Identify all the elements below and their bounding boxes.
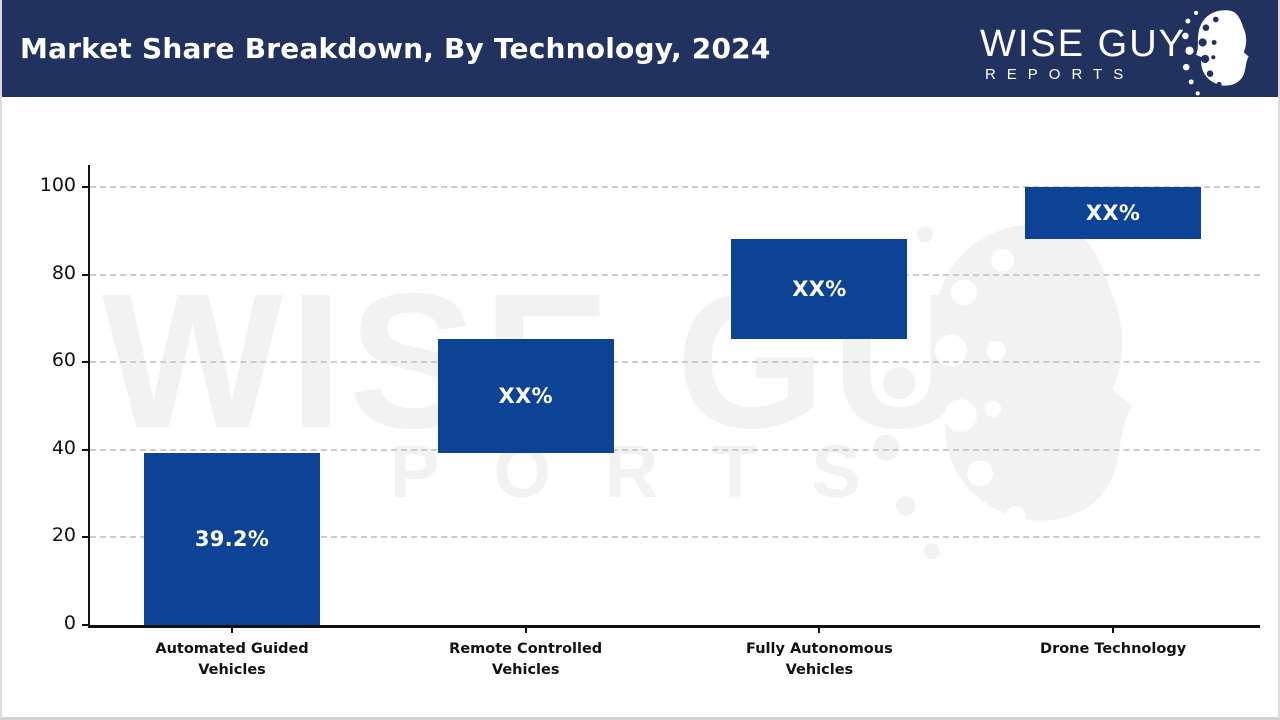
ytick-label: 40 [51, 436, 76, 459]
gridline [90, 536, 1260, 539]
y-tick-mark [82, 624, 90, 626]
gridline [90, 186, 1260, 188]
x-tick-mark [231, 625, 233, 633]
xtick-label: Fully Autonomous Vehicles [746, 641, 893, 679]
chart-title: Market Share Breakdown, By Technology, 2… [20, 32, 771, 65]
y-tick-mark [82, 273, 90, 276]
bar-value-label: XX% [792, 277, 847, 302]
bar-value-label: 39.2% [194, 527, 270, 552]
y-tick-mark [82, 361, 90, 364]
logo-wordmark: WISE GUY REPORTS [979, 23, 1186, 83]
header: Market Share Breakdown, By Technology, 2… [2, 0, 1278, 97]
ytick-label: 100 [39, 174, 76, 196]
gridline [90, 448, 1260, 451]
x-axis [88, 625, 1260, 628]
bar: XX% [437, 338, 614, 454]
y-tick-mark [82, 448, 90, 451]
gridline [90, 361, 1260, 364]
ytick-label: 80 [51, 261, 76, 284]
wiseguy-head-icon [1182, 10, 1249, 96]
y-tick-mark [82, 536, 90, 539]
chart-area: WISE GUY PORTS 0 20 40 60 80 100 39.2% Automate… [2, 97, 1278, 717]
y-axis [88, 165, 90, 625]
watermark-head-icon [870, 223, 1132, 560]
bar: XX% [731, 239, 908, 339]
y-tick-mark [82, 186, 90, 188]
bar: XX% [1025, 187, 1202, 240]
xtick-label: Drone Technology [1040, 641, 1187, 657]
xtick-label: Automated Guided Vehicles [155, 641, 309, 679]
ytick-label: 0 [63, 612, 76, 634]
gridline [90, 273, 1260, 276]
bar: 39.2% [144, 453, 320, 625]
x-tick-mark [818, 625, 821, 633]
logo-line2: REPORTS [984, 65, 1135, 83]
bar-value-label: XX% [1085, 201, 1141, 226]
x-tick-mark [1112, 625, 1115, 633]
ytick-label: 60 [51, 349, 76, 372]
bar-value-label: XX% [498, 384, 553, 409]
logo-line1: WISE GUY [979, 23, 1186, 66]
xtick-label: Remote Controlled Vehicles [449, 641, 603, 679]
ytick-label: 20 [51, 524, 76, 547]
x-tick-mark [524, 625, 527, 633]
wiseguy-logo: WISE GUY REPORTS [980, 8, 1266, 100]
